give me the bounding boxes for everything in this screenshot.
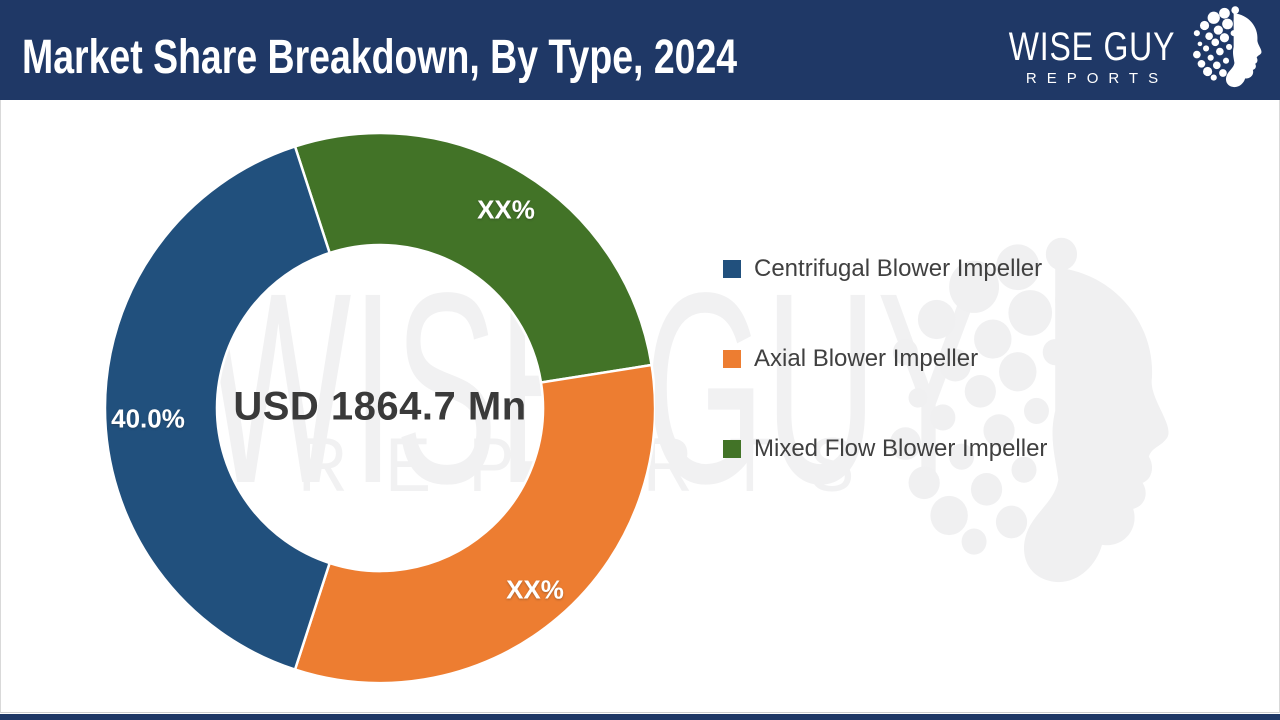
brand-logo: WISE GUY REPORTS xyxy=(988,4,1270,96)
legend-swatch-centrifugal xyxy=(723,260,741,278)
header-bar: Market Share Breakdown, By Type, 2024 WI… xyxy=(0,0,1280,100)
legend-item-mixed-flow: Mixed Flow Blower Impeller xyxy=(723,434,1047,464)
slice-label-axial: XX% xyxy=(506,574,564,605)
legend-label: Axial Blower Impeller xyxy=(754,345,979,372)
slice-label-mixed-flow: XX% xyxy=(477,194,535,225)
donut-center-value: USD 1864.7 Mn xyxy=(233,384,527,429)
donut-chart: 40.0% XX% XX% USD 1864.7 Mn xyxy=(105,133,655,683)
watermark-face-icon xyxy=(889,237,1169,583)
legend-item-axial: Axial Blower Impeller xyxy=(723,344,1047,374)
footer-bar xyxy=(0,714,1280,720)
legend-label: Centrifugal Blower Impeller xyxy=(754,255,1043,282)
page-title: Market Share Breakdown, By Type, 2024 xyxy=(22,31,738,84)
slice-label-centrifugal: 40.0% xyxy=(111,403,185,434)
slice-axial-blower-impeller xyxy=(293,363,655,683)
brand-name: WISE GUY xyxy=(1008,25,1176,69)
brand-subtitle: REPORTS xyxy=(1025,70,1169,87)
donut-svg xyxy=(105,133,655,683)
slice-centrifugal-blower-impeller xyxy=(105,144,332,672)
legend-item-centrifugal: Centrifugal Blower Impeller xyxy=(723,254,1047,284)
chart-legend: Centrifugal Blower Impeller Axial Blower… xyxy=(723,254,1047,524)
legend-label: Mixed Flow Blower Impeller xyxy=(754,435,1048,462)
brand-face-icon xyxy=(1193,6,1262,88)
legend-swatch-axial xyxy=(723,350,741,368)
legend-swatch-mixed-flow xyxy=(723,440,741,458)
slice-mixed-flow-blower-impeller xyxy=(293,133,654,384)
